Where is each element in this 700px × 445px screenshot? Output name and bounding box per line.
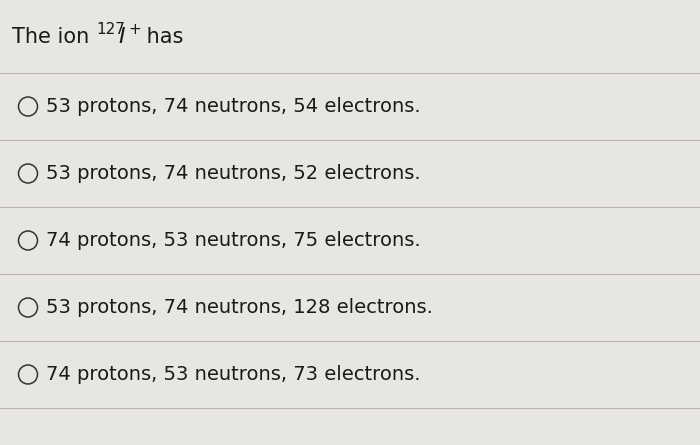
Text: 127: 127 <box>96 23 125 37</box>
Text: 53 protons, 74 neutrons, 54 electrons.: 53 protons, 74 neutrons, 54 electrons. <box>46 97 420 116</box>
Text: 53 protons, 74 neutrons, 52 electrons.: 53 protons, 74 neutrons, 52 electrons. <box>46 164 420 183</box>
Text: has: has <box>140 27 183 47</box>
Text: +: + <box>128 23 141 37</box>
Text: I: I <box>118 27 125 47</box>
Text: 74 protons, 53 neutrons, 73 electrons.: 74 protons, 53 neutrons, 73 electrons. <box>46 365 420 384</box>
Text: 74 protons, 53 neutrons, 75 electrons.: 74 protons, 53 neutrons, 75 electrons. <box>46 231 420 250</box>
Text: 53 protons, 74 neutrons, 128 electrons.: 53 protons, 74 neutrons, 128 electrons. <box>46 298 433 317</box>
Text: The ion: The ion <box>12 27 96 47</box>
